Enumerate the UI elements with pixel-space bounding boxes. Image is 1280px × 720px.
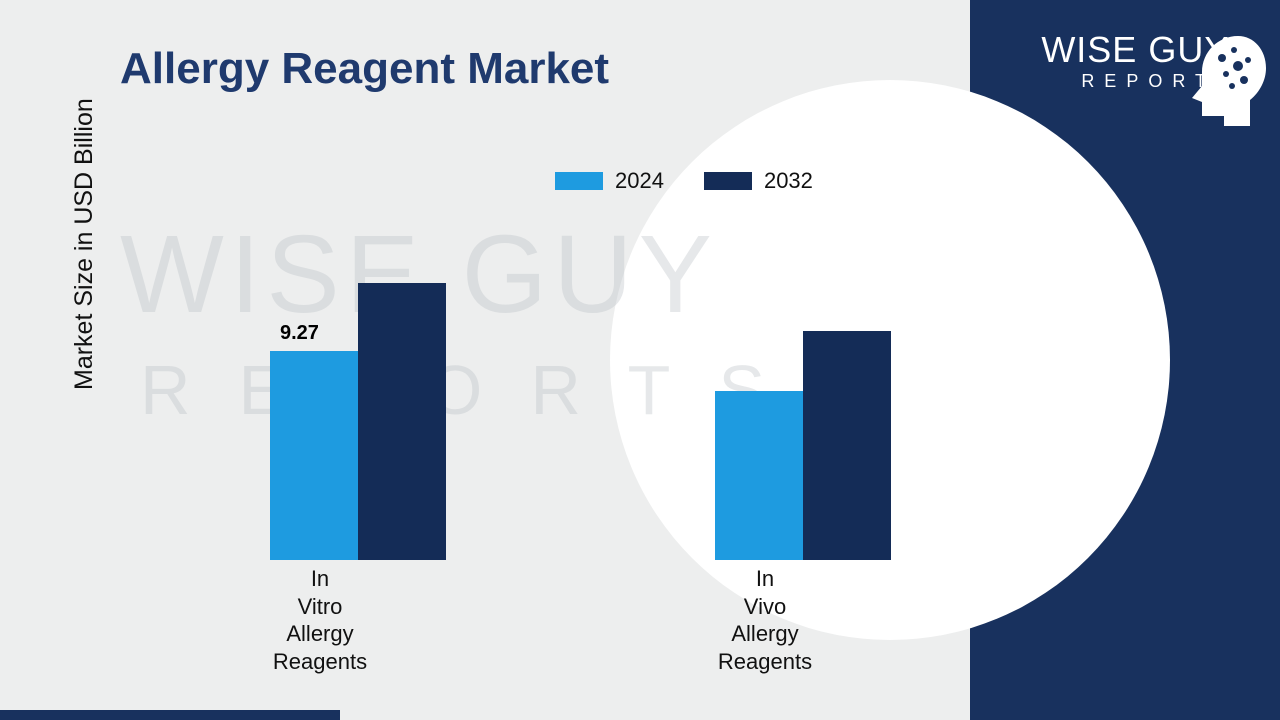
bar-group xyxy=(270,283,450,560)
legend-label-2032: 2032 xyxy=(764,168,813,194)
stage: WISE GUY REPORTS Allergy Reagent Market … xyxy=(0,0,1280,720)
legend-swatch-2032 xyxy=(704,172,752,190)
bar-group xyxy=(715,331,895,561)
legend-label-2024: 2024 xyxy=(615,168,664,194)
brain-head-icon xyxy=(1178,30,1268,130)
bar-2032 xyxy=(358,283,446,560)
x-axis-label: InVitroAllergyReagents xyxy=(250,565,390,675)
bar-2024 xyxy=(715,391,803,560)
legend-item-2024: 2024 xyxy=(555,168,664,194)
footer-accent-bar xyxy=(0,710,340,720)
chart-area: 9.27 xyxy=(120,200,940,560)
x-axis-label: InVivoAllergyReagents xyxy=(695,565,835,675)
y-axis-label: Market Size in USD Billion xyxy=(70,98,99,390)
legend-item-2032: 2032 xyxy=(704,168,813,194)
legend-swatch-2024 xyxy=(555,172,603,190)
bar-2024 xyxy=(270,351,358,560)
bar-2032 xyxy=(803,331,891,561)
page-title: Allergy Reagent Market xyxy=(120,44,609,94)
legend: 2024 2032 xyxy=(555,168,813,194)
